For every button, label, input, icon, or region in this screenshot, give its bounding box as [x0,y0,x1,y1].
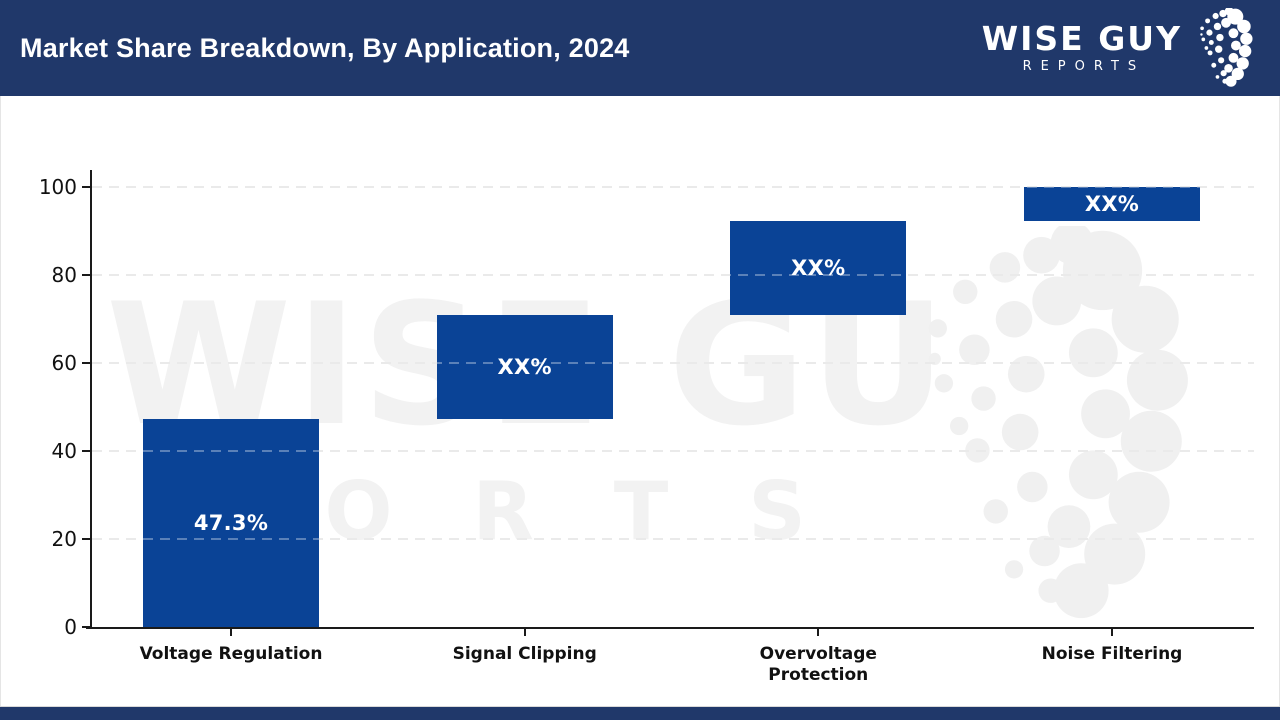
y-tick-label: 0 [64,615,77,639]
y-tick-label: 60 [51,351,77,375]
footer-bar [0,706,1280,720]
brand-logo-text: WISE GUY REPORTS [982,22,1182,74]
bar-noise-filtering: XX% [1024,187,1200,221]
x-category-label: Voltage Regulation [139,644,323,664]
bar-value-label: XX% [791,255,846,280]
x-category-label: Overvoltage Protection [759,644,877,686]
bar-signal-clipping: XX% [436,314,613,419]
gridline-overlay [92,362,1254,364]
y-tick-label: 40 [51,439,77,463]
gridline-overlay [92,186,1254,188]
gridline [92,362,1254,364]
brand-face-icon [1200,8,1253,87]
brand-logo: WISE GUY REPORTS [982,8,1254,88]
y-axis [90,170,92,629]
x-tick-mark [523,629,526,636]
y-tick-mark [82,362,90,364]
x-tick-mark [817,629,820,636]
bar-value-label: XX% [497,354,552,379]
gridline [92,186,1254,188]
y-tick-mark [82,186,90,188]
header-bar: Market Share Breakdown, By Application, … [0,0,1280,96]
x-tick-mark [230,629,232,636]
chart-area: WISE GU P O R T S 0 20 40 60 80 100 47.3% Volta… [0,96,1280,706]
gridline [92,274,1254,276]
bar-voltage-regulation: 47.3% [143,418,319,627]
gridline-overlay [92,274,1254,276]
y-tick-label: 20 [51,527,77,551]
gridline-overlay [92,450,1254,452]
y-tick-label: 80 [51,263,77,287]
page-title: Market Share Breakdown, By Application, … [20,32,630,63]
bar-value-label: XX% [1084,191,1140,216]
bar-value-label: 47.3% [193,510,269,535]
y-tick-label: 100 [38,175,77,199]
gridline [92,538,1254,540]
x-axis [86,627,1254,629]
brand-subtitle: REPORTS [1022,59,1146,74]
plot-area: 0 20 40 60 80 100 47.3% Voltage Regulation XX% Si… [1,96,1279,706]
gridline [92,450,1254,452]
x-category-label: Signal Clipping [452,644,597,664]
y-tick-mark [82,450,90,452]
y-tick-mark [82,274,90,276]
gridline-overlay [92,538,1254,540]
y-tick-mark [82,626,90,628]
x-tick-mark [1111,629,1113,636]
y-tick-mark [82,538,90,540]
x-category-label: Noise Filtering [1041,644,1183,664]
brand-name: WISE GUY [981,19,1182,58]
bar-overvoltage-protection: XX% [730,220,907,315]
